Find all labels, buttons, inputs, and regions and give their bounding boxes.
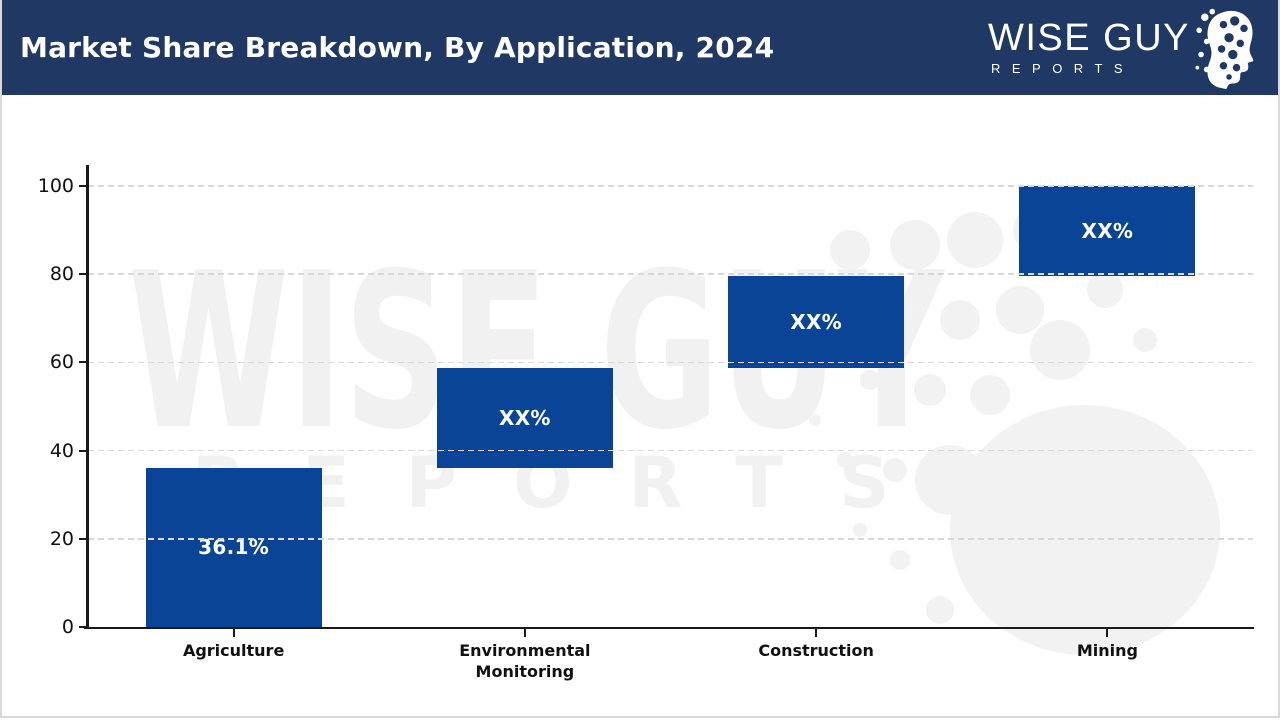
x-category-label: Mining: [1076, 641, 1138, 660]
logo-face-icon: [1195, 8, 1254, 89]
y-tick: [79, 361, 87, 364]
x-tick: [232, 629, 235, 637]
gridline: [88, 185, 1253, 187]
x-tick: [523, 629, 526, 637]
y-tick: [79, 185, 87, 187]
y-axis-line: [86, 165, 89, 629]
y-tick-label: 60: [49, 351, 74, 374]
x-axis-line: [84, 626, 1254, 629]
bar-value-label: XX%: [790, 310, 843, 335]
y-tick: [79, 449, 87, 452]
y-tick: [79, 273, 87, 276]
brand-logo: WISE GUY REPORTS: [988, 6, 1266, 90]
y-tick: [79, 626, 87, 628]
gridline: [88, 273, 1253, 275]
y-tick-label: 20: [49, 527, 74, 550]
logo-wordmark-block: WISE GUY REPORTS: [988, 19, 1190, 76]
x-category-label: Environmental Monitoring: [459, 641, 591, 681]
y-tick: [79, 537, 87, 540]
gridline: [88, 361, 1253, 364]
bar-value-label: XX%: [498, 405, 551, 430]
x-category-label: Agriculture: [182, 641, 285, 660]
logo-wordmark: WISE GUY: [987, 17, 1190, 59]
bar: XX%: [1019, 186, 1196, 277]
header-bar: Market Share Breakdown, By Application, …: [0, 0, 1280, 95]
y-tick-label: 80: [49, 263, 74, 286]
bar: 36.1%: [145, 467, 322, 627]
bar: XX%: [436, 367, 613, 468]
bar-value-label: XX%: [1081, 219, 1134, 244]
x-tick: [815, 629, 818, 637]
page-title: Market Share Breakdown, By Application, …: [20, 31, 775, 64]
y-tick-label: 100: [37, 175, 74, 197]
gridline: [88, 538, 1253, 540]
logo-subtext: REPORTS: [990, 61, 1135, 76]
y-tick-label: 0: [61, 616, 74, 638]
y-tick-label: 40: [49, 439, 74, 462]
bar: XX%: [728, 276, 905, 368]
gridline: [88, 449, 1253, 452]
x-tick: [1106, 629, 1109, 637]
x-category-label: Construction: [758, 641, 874, 660]
